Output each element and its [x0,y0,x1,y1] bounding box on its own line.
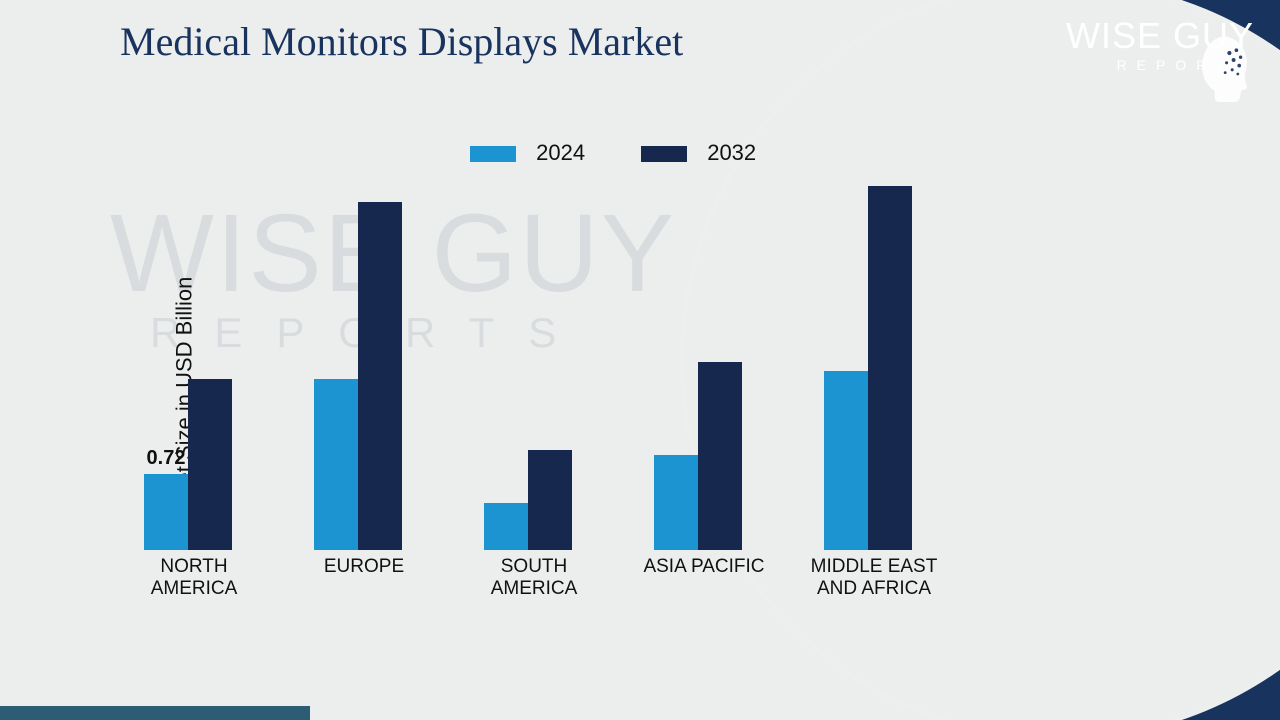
head-icon [1186,32,1256,102]
x-axis-label: EUROPE [289,556,439,578]
chart-title: Medical Monitors Displays Market [120,18,683,65]
canvas: WISE GUY REPORTS Medical Monitors Displa… [0,0,1280,720]
bar-2024 [484,503,528,551]
bottom-accent-bar [0,706,310,720]
bar-2032 [868,186,912,550]
legend-label-2032: 2032 [707,140,756,165]
bar-2024 [314,379,358,550]
legend-item-2032: 2032 [641,140,756,166]
bar-2024 [824,371,868,550]
plot-region: 0.72 [134,170,990,550]
legend-label-2024: 2024 [536,140,585,165]
legend-swatch-2032 [641,146,687,162]
x-axis-label: NORTH AMERICA [119,556,269,600]
brand-logo: WISE GUY REPORTS [1066,18,1254,72]
bar-2032 [528,450,572,550]
x-axis-label: SOUTH AMERICA [459,556,609,600]
bar-2024 [144,474,188,550]
bar-value-label: 0.72 [136,447,196,470]
x-axis-label: MIDDLE EAST AND AFRICA [799,556,949,600]
legend: 2024 2032 [470,140,756,166]
legend-item-2024: 2024 [470,140,585,166]
chart-area: Market Size in USD Billion 0.72 NORTH AM… [90,170,990,640]
x-axis-label: ASIA PACIFIC [629,556,779,578]
bar-2032 [358,202,402,550]
bar-2024 [654,455,698,550]
legend-swatch-2024 [470,146,516,162]
bar-2032 [698,362,742,550]
